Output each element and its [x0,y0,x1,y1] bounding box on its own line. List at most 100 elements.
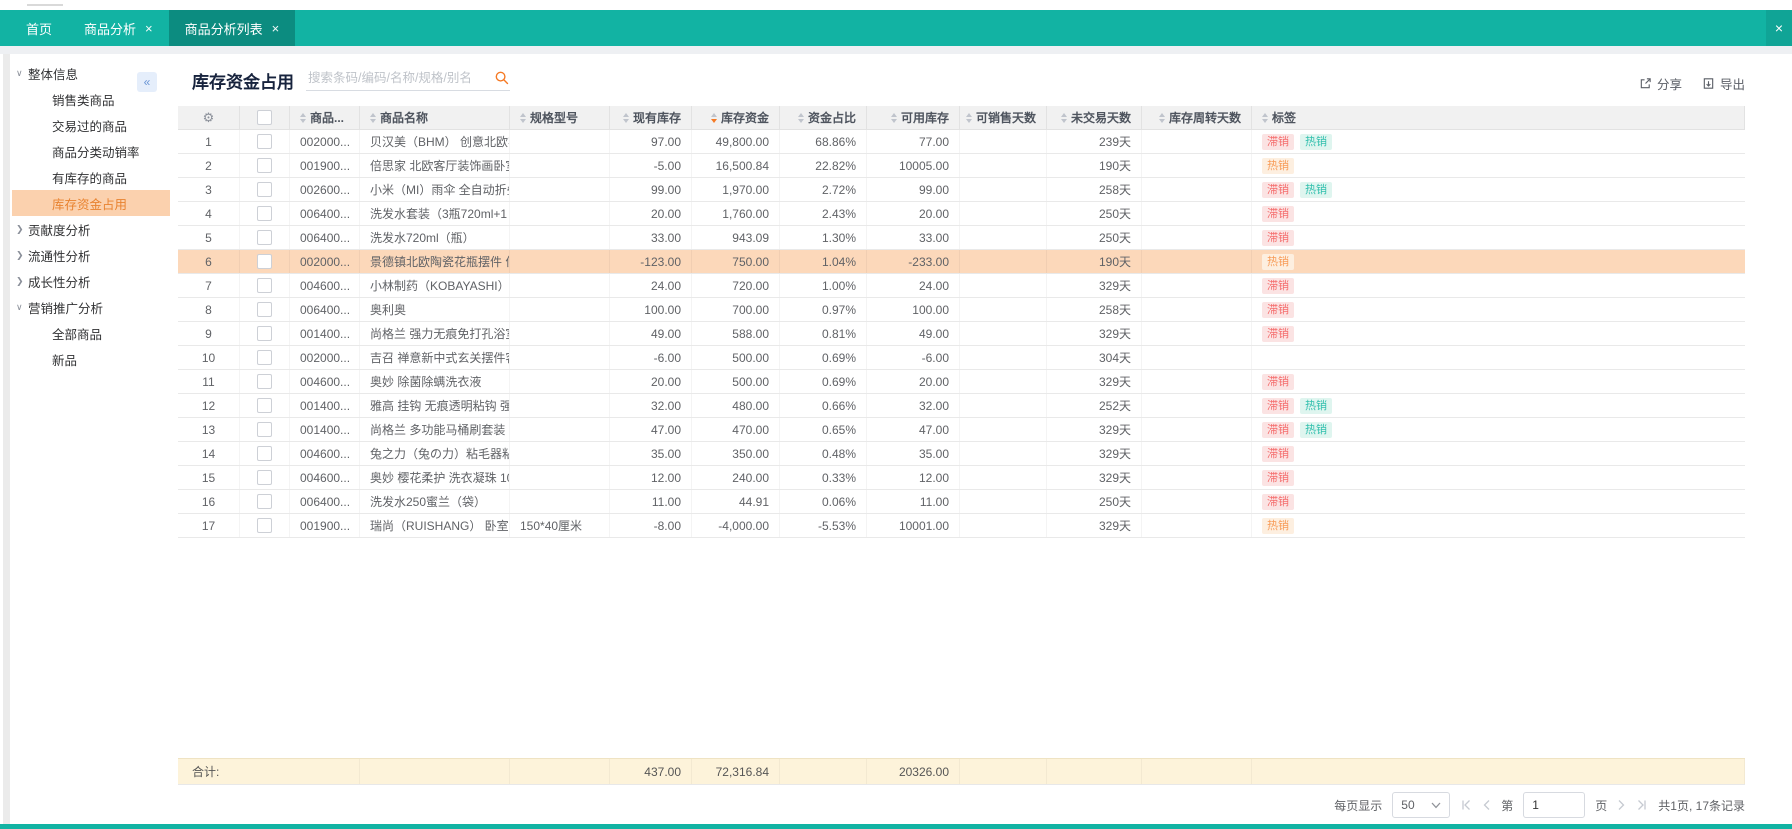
settings-gear-icon[interactable]: ⚙ [202,109,215,125]
row-checkbox[interactable] [257,422,272,437]
sidebar-item[interactable]: 商品分类动销率 [12,138,170,164]
cell-name: 小林制药（KOBAYASHI）日 [360,274,510,297]
table-row[interactable]: 2 001900... 倍思家 北欧客厅装饰画卧室 -5.00 16,500.84 22.… [178,154,1745,178]
sidebar-item[interactable]: 全部商品 [12,320,170,346]
table-row[interactable]: 3 002600... 小米（MI）雨伞 全自动折叠 99.00 1,970.00 2.7… [178,178,1745,202]
cell-turnover [1142,418,1252,441]
row-checkbox[interactable] [257,278,272,293]
table-row[interactable]: 16 006400... 洗发水250蜜兰（袋） 11.00 44.91 0.06% 11.… [178,490,1745,514]
row-checkbox[interactable] [257,374,272,389]
select-all-checkbox[interactable] [257,110,272,125]
row-check-cell [240,202,290,225]
page-number-input[interactable] [1523,792,1586,818]
sidebar-item[interactable]: 销售类商品 [12,86,170,112]
tab-2[interactable]: 商品分析列表 × [168,10,296,46]
table-row[interactable]: 13 001400... 尚格兰 多功能马桶刷套装 刷 47.00 470.00 0.65… [178,418,1745,442]
column-header-turnover[interactable]: 库存周转天数 [1142,106,1252,129]
table-row[interactable]: 5 006400... 洗发水720ml（瓶） 33.00 943.09 1.30% 33.… [178,226,1745,250]
row-checkbox[interactable] [257,134,272,149]
cell-tags: 热销 [1252,250,1745,273]
sidebar-item[interactable]: 有库存的商品 [12,164,170,190]
column-header-fund[interactable]: 库存资金 [692,106,780,129]
table-row[interactable]: 1 002000... 贝汉美（BHM） 创意北欧客 97.00 49,800.00 68… [178,130,1745,154]
row-checkbox[interactable] [257,254,272,269]
table-row[interactable]: 11 004600... 奥妙 除菌除螨洗衣液 20.00 500.00 0.69% 20.… [178,370,1745,394]
row-number: 12 [178,394,240,417]
search-input[interactable] [306,70,494,86]
cell-avail: 49.00 [867,322,960,345]
sidebar-item[interactable]: ∨ 整体信息 [12,60,170,86]
cell-turnover [1142,178,1252,201]
cell-turnover [1142,322,1252,345]
table-row[interactable]: 7 004600... 小林制药（KOBAYASHI）日 24.00 720.00 1.0… [178,274,1745,298]
row-checkbox[interactable] [257,350,272,365]
table-row[interactable]: 6 002000... 景德镇北欧陶瓷花瓶摆件 仿 -123.00 750.00 1.04… [178,250,1745,274]
column-header-notrade[interactable]: 未交易天数 [1047,106,1142,129]
sidebar-item[interactable]: 库存资金占用 [12,190,170,216]
column-header-ratio[interactable]: 资金占比 [780,106,867,129]
row-checkbox[interactable] [257,206,272,221]
tab-1[interactable]: 商品分析 × [68,10,169,46]
tab-close-icon[interactable]: × [145,20,153,36]
row-checkbox[interactable] [257,398,272,413]
column-header-stock[interactable]: 现有库存 [610,106,692,129]
row-checkbox[interactable] [257,302,272,317]
row-checkbox[interactable] [257,446,272,461]
column-label: 商品名称 [380,111,429,125]
table-row[interactable]: 8 006400... 奥利奥 100.00 700.00 0.97% 100.00 258天… [178,298,1745,322]
left-scrollbar[interactable] [3,54,10,824]
cell-stock: 12.00 [610,466,692,489]
row-checkbox[interactable] [257,494,272,509]
sidebar-collapse-button[interactable]: « [137,72,157,92]
column-header-saledays[interactable]: 可销售天数 [960,106,1047,129]
cell-name: 尚格兰 多功能马桶刷套装 刷 [360,418,510,441]
cell-code: 001400... [290,394,360,417]
table-row[interactable]: 10 002000... 吉召 禅意新中式玄关摆件客 -6.00 500.00 0.69%… [178,346,1745,370]
table-row[interactable]: 17 001900... 瑞尚（RUISHANG） 卧室浅 150*40厘米 -8.00… [178,514,1745,538]
column-header-spec[interactable]: 规格型号 [510,106,610,129]
tab-close-icon[interactable]: × [271,20,280,36]
sidebar-item[interactable]: ❯ 流通性分析 [12,242,170,268]
tab-0[interactable]: 首页 [10,10,68,46]
sidebar-item[interactable]: ∨ 营销推广分析 [12,294,170,320]
table-row[interactable]: 15 004600... 奥妙 樱花柔护 洗衣凝珠 10 12.00 240.00 0.3… [178,466,1745,490]
tree-arrow-icon: ∨ [16,67,23,78]
table-row[interactable]: 14 004600... 兔之力（兔の力）粘毛器粘 35.00 350.00 0.48% 3… [178,442,1745,466]
cell-spec [510,202,610,225]
row-checkbox[interactable] [257,182,272,197]
column-header-tags[interactable]: 标签 [1252,106,1745,129]
sort-asc-icon [520,112,526,117]
export-button[interactable]: 导出 [1702,74,1745,93]
next-page-button[interactable] [1617,799,1626,811]
sidebar-item[interactable]: ❯ 贡献度分析 [12,216,170,242]
column-header-avail[interactable]: 可用库存 [867,106,960,129]
row-checkbox[interactable] [257,326,272,341]
sidebar-item[interactable]: ❯ 成长性分析 [12,268,170,294]
cell-saledays [960,394,1047,417]
first-page-button[interactable] [1460,799,1472,811]
cell-saledays [960,298,1047,321]
row-checkbox[interactable] [257,230,272,245]
search-icon[interactable] [494,70,510,86]
sidebar-item[interactable]: 新品 [12,346,170,372]
window-close-button[interactable]: × [1766,10,1792,46]
cell-spec [510,466,610,489]
prev-page-button[interactable] [1482,799,1491,811]
row-checkbox[interactable] [257,158,272,173]
column-header-name[interactable]: 商品名称 [360,106,510,129]
cell-stock: 47.00 [610,418,692,441]
share-button[interactable]: 分享 [1639,74,1682,93]
row-checkbox[interactable] [257,470,272,485]
table-row[interactable]: 4 006400... 洗发水套装（3瓶720ml+1 20.00 1,760.00 2.… [178,202,1745,226]
sidebar-item-label: 流通性分析 [28,249,91,264]
table-row[interactable]: 9 001400... 尚格兰 强力无痕免打孔浴室 49.00 588.00 0.81% 4… [178,322,1745,346]
table-row[interactable]: 12 001400... 雅高 挂钩 无痕透明粘钩 强 32.00 480.00 0.66… [178,394,1745,418]
tag-badge: 滞销 [1262,181,1294,198]
sidebar-item[interactable]: 交易过的商品 [12,112,170,138]
tag-badge: 滞销 [1262,229,1294,246]
last-page-button[interactable] [1636,799,1648,811]
cell-avail: 20.00 [867,202,960,225]
row-checkbox[interactable] [257,518,272,533]
page-size-select[interactable]: 50 [1392,792,1451,818]
column-header-code[interactable]: 商品... [290,106,360,129]
